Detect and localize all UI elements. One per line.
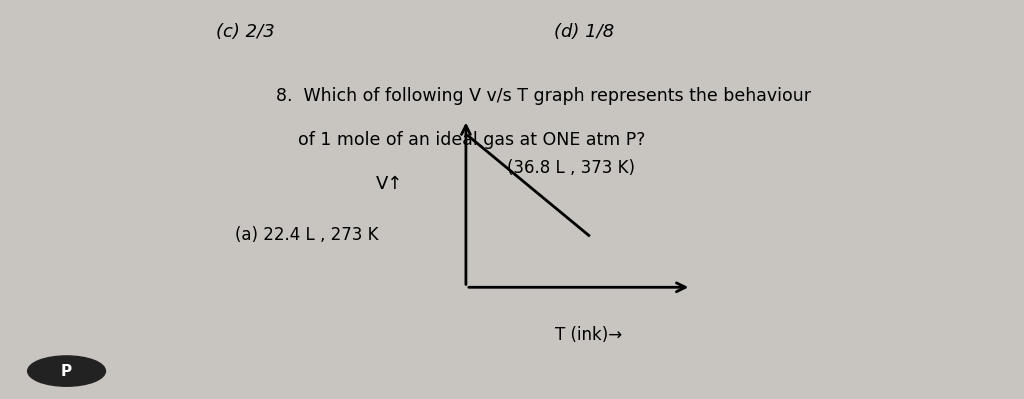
Text: (d) 1/8: (d) 1/8 xyxy=(554,23,613,41)
Text: V↑: V↑ xyxy=(376,174,402,193)
Text: of 1 mole of an ideal gas at ONE atm P?: of 1 mole of an ideal gas at ONE atm P? xyxy=(276,130,646,149)
Text: 8.  Which of following V v/s T graph represents the behaviour: 8. Which of following V v/s T graph repr… xyxy=(276,87,811,105)
Circle shape xyxy=(28,356,105,386)
Text: (36.8 L , 373 K): (36.8 L , 373 K) xyxy=(507,158,635,177)
Text: (a) 22.4 L , 273 K: (a) 22.4 L , 273 K xyxy=(236,226,379,245)
Text: (c) 2/3: (c) 2/3 xyxy=(216,23,275,41)
Text: T (ink)→: T (ink)→ xyxy=(555,326,623,344)
Text: P: P xyxy=(61,363,72,379)
